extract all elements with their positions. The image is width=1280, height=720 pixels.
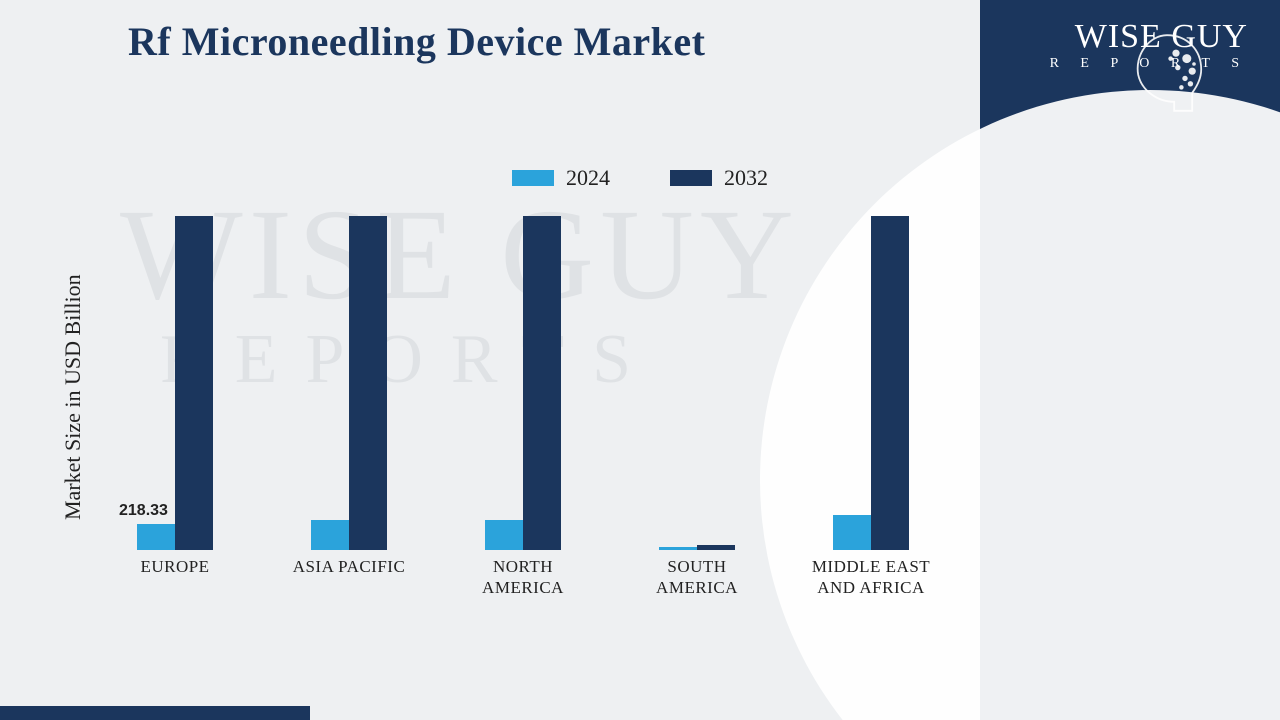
legend-item-2024: 2024 [512, 165, 610, 191]
legend-swatch-2024 [512, 170, 554, 186]
category-label: NORTH AMERICA [458, 550, 588, 599]
legend: 2024 2032 [0, 165, 1280, 191]
logo-head-icon [1122, 28, 1212, 118]
bar-series-b [175, 216, 213, 550]
category-label: SOUTH AMERICA [632, 550, 762, 599]
category-label: MIDDLE EAST AND AFRICA [806, 550, 936, 599]
bar-series-a [311, 520, 349, 550]
category-label: ASIA PACIFIC [284, 550, 414, 577]
y-axis-label: Market Size in USD Billion [60, 274, 86, 520]
bar-series-b [349, 216, 387, 550]
plot-area: 218.33EUROPEASIA PACIFICNORTH AMERICASOU… [110, 210, 980, 550]
chart-title: Rf Microneedling Device Market [128, 18, 705, 65]
category-label: EUROPE [110, 550, 240, 577]
bar-value-label: 218.33 [119, 502, 168, 520]
brand-logo: WISE GUY R E P O R T S [1050, 18, 1248, 72]
legend-label-2024: 2024 [566, 165, 610, 191]
legend-item-2032: 2032 [670, 165, 768, 191]
bar-series-a [833, 515, 871, 550]
legend-swatch-2032 [670, 170, 712, 186]
legend-label-2032: 2032 [724, 165, 768, 191]
footer-bar [0, 706, 310, 720]
bar-series-a [137, 524, 175, 550]
bar-series-b [523, 216, 561, 550]
bar-series-b [871, 216, 909, 550]
bar-series-a [485, 520, 523, 550]
chart-canvas: WISE GUY REPORTS WISE GUY R E P O R T S … [0, 0, 1280, 720]
